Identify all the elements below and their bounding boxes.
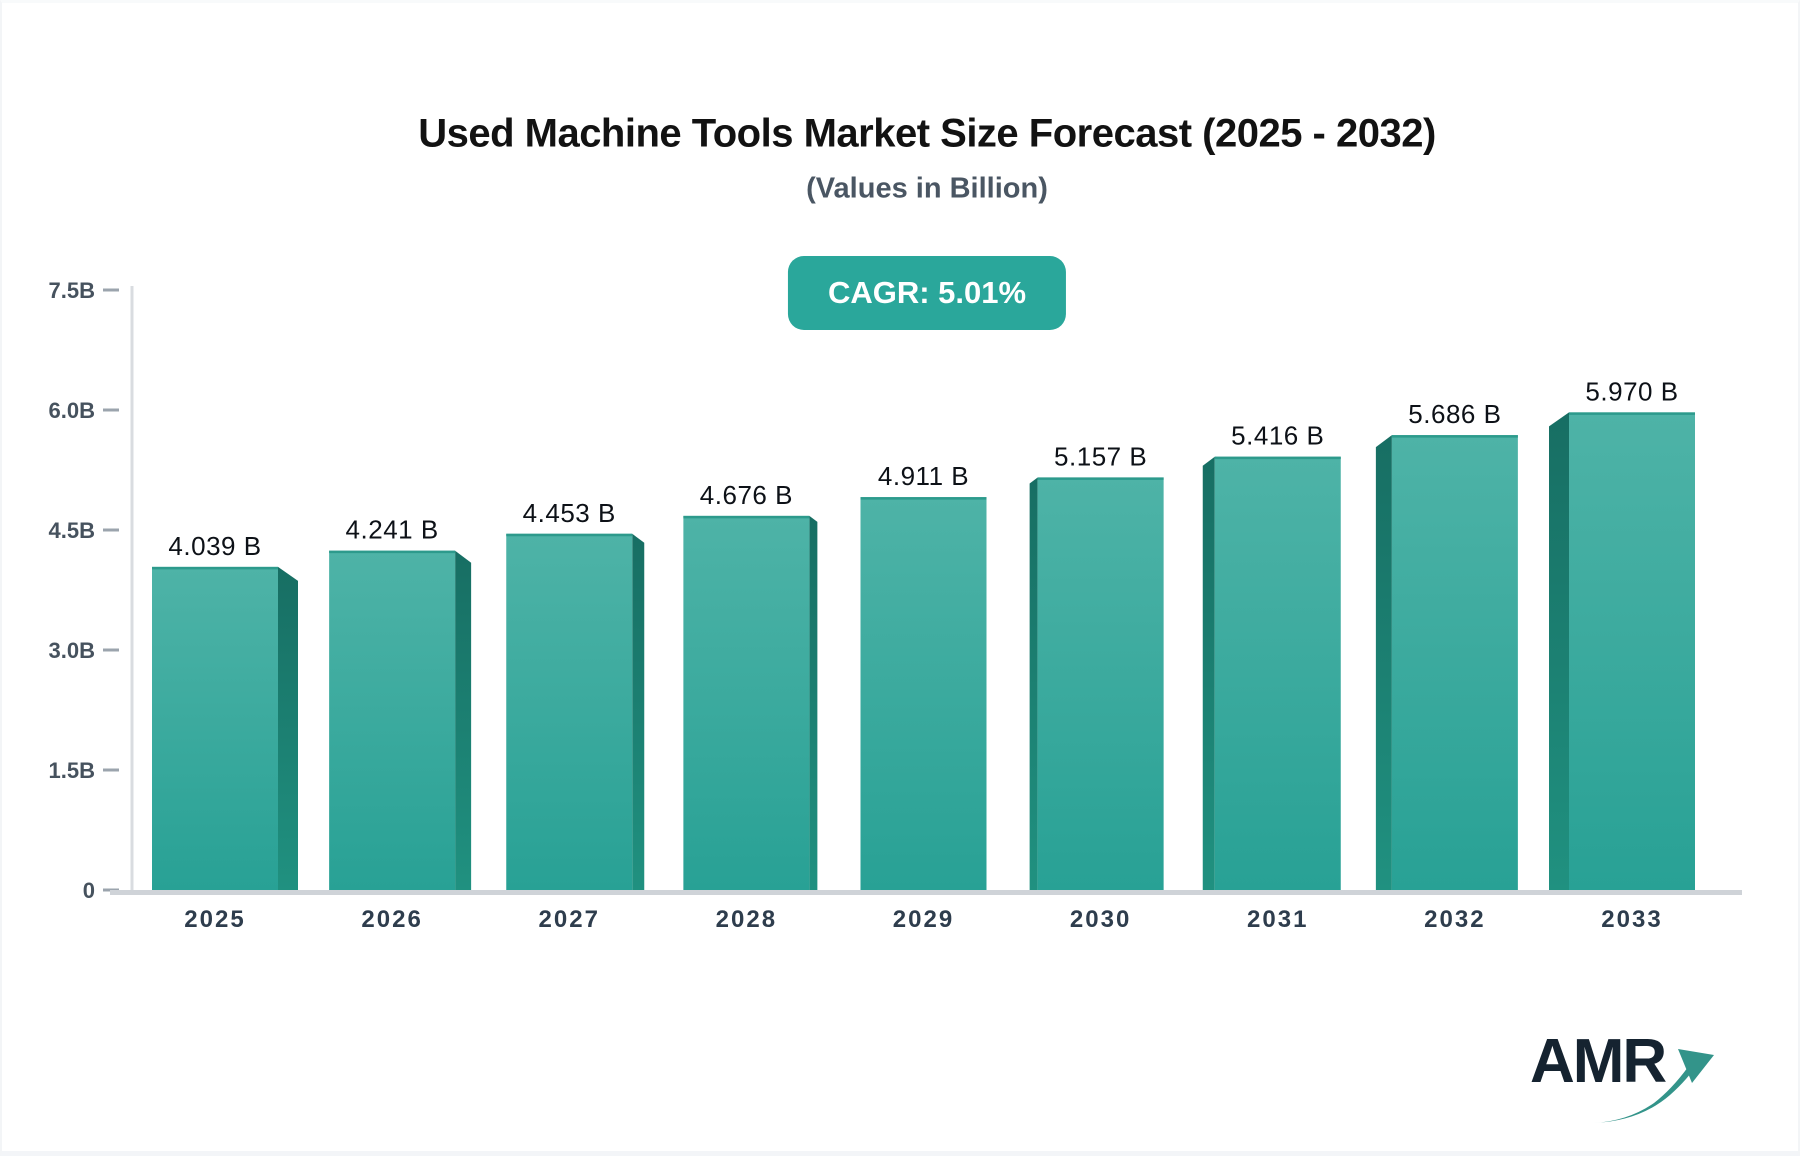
bar-side-face bbox=[455, 550, 472, 890]
x-axis-label-2026: 2026 bbox=[361, 906, 422, 933]
bar-side-face bbox=[632, 533, 645, 890]
x-axis-label-2029: 2029 bbox=[893, 906, 954, 933]
x-axis-label-2028: 2028 bbox=[716, 906, 777, 933]
bar-value-label-2032: 5.686 B bbox=[1408, 399, 1501, 429]
bar-2032: 5.686 B bbox=[1375, 399, 1518, 890]
bar-side-face bbox=[1549, 412, 1569, 890]
amr-logo-text: AMR bbox=[1530, 1027, 1667, 1096]
bar-front-face bbox=[329, 550, 456, 890]
bar-side-face bbox=[809, 515, 818, 890]
x-axis-label-2027: 2027 bbox=[539, 906, 600, 933]
bar-side-face bbox=[1375, 435, 1392, 890]
bar-2031: 5.416 B bbox=[1202, 421, 1341, 890]
bar-2030: 5.157 B bbox=[1029, 441, 1164, 890]
x-axis-label-2031: 2031 bbox=[1247, 906, 1308, 933]
x-axis-label-2033: 2033 bbox=[1601, 906, 1662, 933]
y-axis-tick-label-4.5B: 4.5B bbox=[49, 518, 95, 543]
cagr-badge: CAGR: 5.01% bbox=[787, 256, 1067, 330]
chart-title: Used Machine Tools Market Size Forecast … bbox=[418, 111, 1436, 156]
bar-2025: 4.039 B bbox=[152, 531, 298, 890]
bar-value-label-2028: 4.676 B bbox=[700, 480, 793, 510]
bar-chart-plot: 0 1.5B 3.0B 4.5B 6.0B 7.5B 4.039 B 4.241 B 4.453… bbox=[49, 278, 1742, 933]
bar-front-face bbox=[683, 515, 810, 890]
bar-value-label-2033: 5.970 B bbox=[1585, 376, 1678, 406]
amr-logo: AMR bbox=[1530, 1031, 1730, 1131]
bar-2028: 4.676 B bbox=[683, 480, 818, 890]
x-axis-label-2030: 2030 bbox=[1070, 906, 1131, 933]
bar-side-face bbox=[1202, 456, 1215, 890]
chart-subtitle: (Values in Billion) bbox=[806, 172, 1048, 205]
y-axis-tick-label-1.5B: 1.5B bbox=[49, 758, 95, 783]
y-axis-tick-label-3.0B: 3.0B bbox=[49, 638, 95, 663]
bar-value-label-2027: 4.453 B bbox=[523, 498, 616, 528]
bar-value-label-2030: 5.157 B bbox=[1054, 441, 1147, 471]
y-axis-tick-label-0: 0 bbox=[83, 878, 95, 903]
bar-value-label-2025: 4.039 B bbox=[168, 531, 261, 561]
bar-front-face bbox=[1569, 412, 1695, 890]
bar-value-label-2026: 4.241 B bbox=[346, 515, 439, 545]
bar-front-face bbox=[860, 497, 987, 890]
y-axis-tick-label-6.0B: 6.0B bbox=[49, 398, 95, 423]
bar-2029: 4.911 B bbox=[860, 461, 987, 890]
bar-2026: 4.241 B bbox=[329, 515, 472, 890]
x-axis-label-2032: 2032 bbox=[1424, 906, 1485, 933]
x-axis-label-2025: 2025 bbox=[184, 906, 245, 933]
bar-front-face bbox=[152, 566, 278, 890]
bar-front-face bbox=[1391, 435, 1518, 890]
bar-2027: 4.453 B bbox=[506, 498, 645, 890]
bar-side-face bbox=[1029, 477, 1038, 890]
y-axis-tick-label-7.5B: 7.5B bbox=[49, 278, 95, 303]
bar-front-face bbox=[1214, 456, 1341, 890]
bar-value-label-2031: 5.416 B bbox=[1231, 421, 1324, 451]
bar-2033: 5.970 B bbox=[1549, 376, 1695, 890]
bar-front-face bbox=[506, 533, 633, 890]
bar-side-face bbox=[278, 566, 298, 890]
bar-value-label-2029: 4.911 B bbox=[878, 461, 969, 491]
bar-front-face bbox=[1037, 477, 1164, 890]
logo-arrow-icon bbox=[1594, 1049, 1714, 1123]
